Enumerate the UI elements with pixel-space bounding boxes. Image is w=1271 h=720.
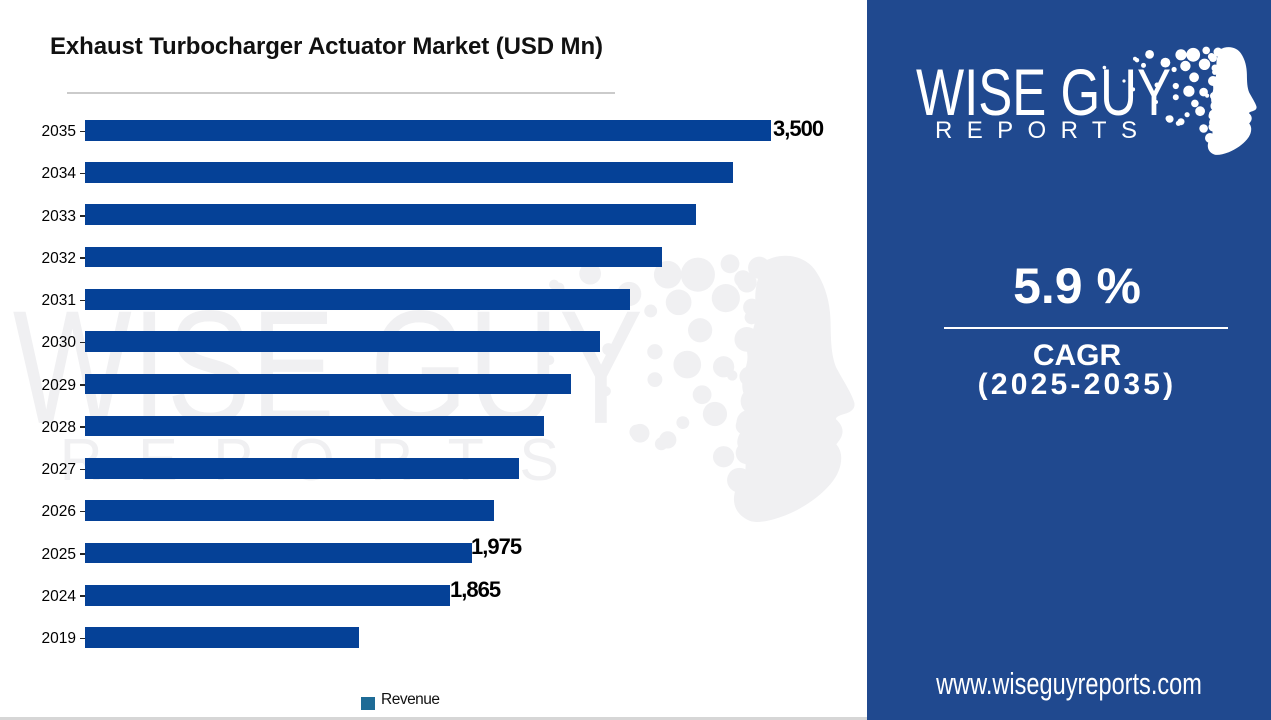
svg-text:WISE GUY: WISE GUY: [916, 56, 1171, 129]
svg-text:REPORTS: REPORTS: [935, 117, 1151, 144]
